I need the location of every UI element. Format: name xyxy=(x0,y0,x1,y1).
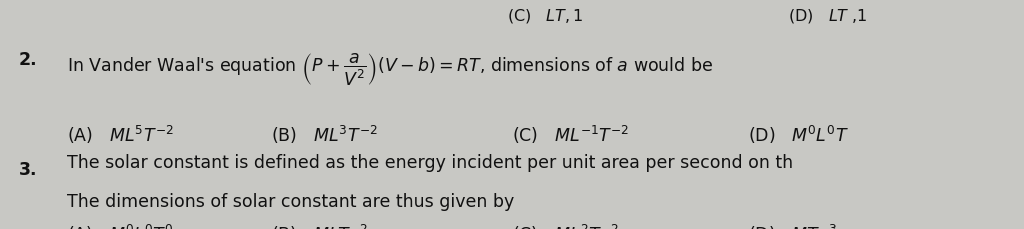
Text: The dimensions of solar constant are thus given by: The dimensions of solar constant are thu… xyxy=(67,192,514,210)
Text: (A)   $ML^5T^{-2}$: (A) $ML^5T^{-2}$ xyxy=(67,124,173,146)
Text: (C)   $ML^{-1}T^{-2}$: (C) $ML^{-1}T^{-2}$ xyxy=(512,124,629,146)
Text: 2.: 2. xyxy=(18,50,37,68)
Text: (A)   $M^0L^0T^0$: (A) $M^0L^0T^0$ xyxy=(67,222,173,229)
Text: (D)   $LT$ ,1: (D) $LT$ ,1 xyxy=(788,7,868,25)
Text: (D)   $M^0L^0T$: (D) $M^0L^0T$ xyxy=(748,124,849,146)
Text: (D)   $MT^{-3}$: (D) $MT^{-3}$ xyxy=(748,222,837,229)
Text: (B)   $MLT^{-2}$: (B) $MLT^{-2}$ xyxy=(271,222,369,229)
Text: (C)   $LT,1$: (C) $LT,1$ xyxy=(507,7,584,25)
Text: 3.: 3. xyxy=(18,160,37,178)
Text: (B)   $ML^3T^{-2}$: (B) $ML^3T^{-2}$ xyxy=(271,124,378,146)
Text: In Vander Waal's equation $\left(P+\dfrac{a}{V^2}\right)(V-b)=RT$, dimensions of: In Vander Waal's equation $\left(P+\dfra… xyxy=(67,50,713,86)
Text: (C)   $ML^2T^{-2}$: (C) $ML^2T^{-2}$ xyxy=(512,222,618,229)
Text: The solar constant is defined as the energy incident per unit area per second on: The solar constant is defined as the ene… xyxy=(67,153,793,171)
